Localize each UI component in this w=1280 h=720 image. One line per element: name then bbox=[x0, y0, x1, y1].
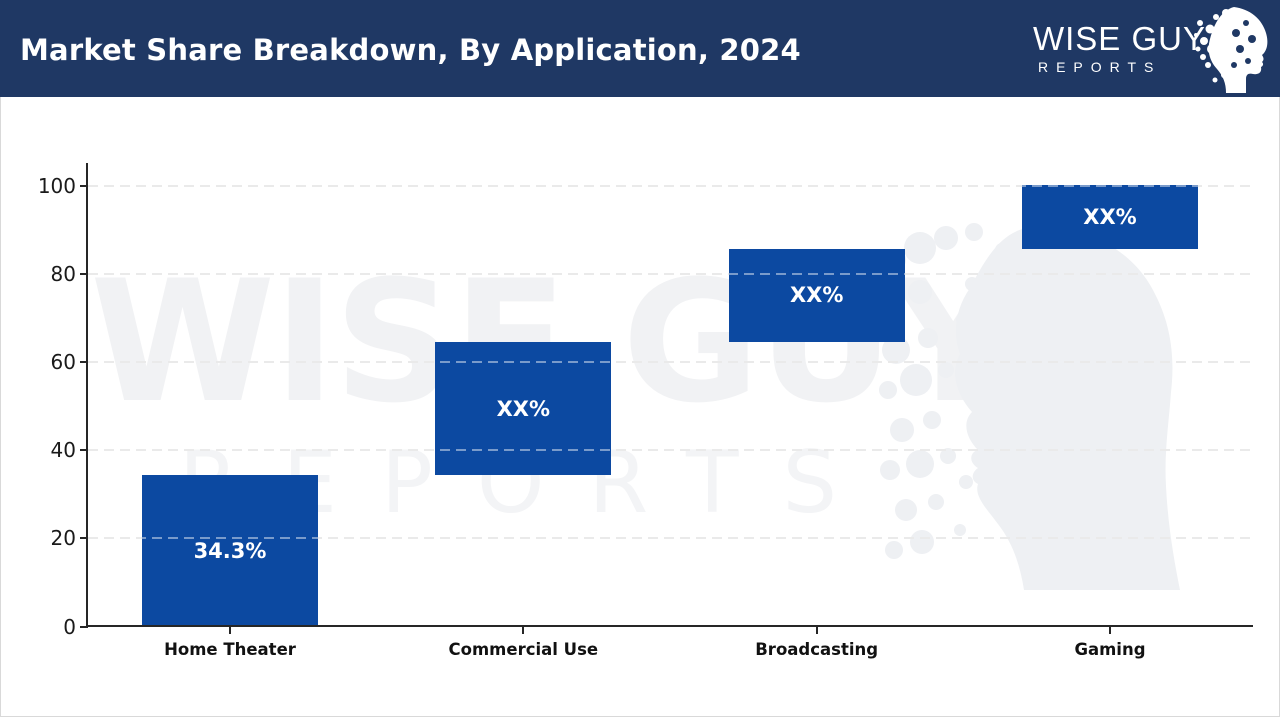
gridline-overlay bbox=[88, 361, 1253, 364]
y-axis-spine bbox=[86, 163, 88, 627]
bar-value-label: 34.3% bbox=[193, 538, 267, 563]
y-tick-mark bbox=[80, 537, 88, 540]
x-category-label: Commercial Use bbox=[448, 640, 599, 659]
x-axis-spine bbox=[86, 625, 1253, 627]
y-tick-label: 20 bbox=[50, 526, 76, 551]
x-tick-mark bbox=[229, 627, 231, 634]
gridline bbox=[88, 449, 1253, 452]
gridline bbox=[88, 361, 1253, 364]
gridline-overlay bbox=[88, 449, 1253, 452]
gridline-overlay bbox=[88, 537, 1253, 540]
logo-wordmark: WISE GUY bbox=[1032, 20, 1206, 57]
bar-broadcasting bbox=[728, 248, 905, 342]
gridline bbox=[88, 273, 1253, 276]
gridline bbox=[88, 537, 1253, 540]
x-tick-mark bbox=[815, 627, 818, 634]
chart-title: Market Share Breakdown, By Application, … bbox=[20, 33, 801, 67]
y-tick-label: 80 bbox=[50, 262, 76, 287]
wiseguy-logo-text: WISE GUY REPORTS bbox=[1033, 22, 1206, 75]
x-category-label: Home Theater bbox=[164, 640, 296, 659]
bar-gaming bbox=[1021, 185, 1198, 249]
y-tick-mark bbox=[80, 449, 88, 452]
x-tick-mark bbox=[522, 627, 525, 634]
bar-value-label: XX% bbox=[1083, 204, 1137, 229]
bar-commercial-use bbox=[435, 341, 612, 476]
y-tick-label: 40 bbox=[50, 438, 76, 463]
gridline bbox=[88, 185, 1253, 187]
y-tick-mark bbox=[80, 273, 88, 276]
y-tick-label: 60 bbox=[50, 350, 76, 375]
header-bar: Market Share Breakdown, By Application, … bbox=[0, 0, 1280, 97]
y-tick-mark bbox=[80, 625, 88, 628]
y-tick-label: 0 bbox=[63, 614, 76, 639]
x-category-label: Gaming bbox=[1074, 640, 1146, 659]
y-tick-mark bbox=[80, 185, 88, 187]
gridline-overlay bbox=[88, 185, 1253, 187]
gridline-overlay bbox=[88, 273, 1253, 276]
bar-value-label: XX% bbox=[789, 283, 844, 308]
logo-subtitle: REPORTS bbox=[1037, 59, 1162, 75]
wiseguy-face-icon bbox=[1194, 6, 1268, 93]
watermark-face bbox=[879, 223, 1180, 590]
y-tick-label: 100 bbox=[37, 174, 76, 198]
bar-value-label: XX% bbox=[496, 396, 551, 421]
x-tick-mark bbox=[1108, 627, 1111, 634]
y-tick-mark bbox=[80, 361, 88, 364]
x-category-label: Broadcasting bbox=[755, 640, 879, 659]
wiseguy-logo: WISE GUY REPORTS bbox=[1033, 0, 1274, 97]
bar-home-theater bbox=[142, 475, 318, 627]
